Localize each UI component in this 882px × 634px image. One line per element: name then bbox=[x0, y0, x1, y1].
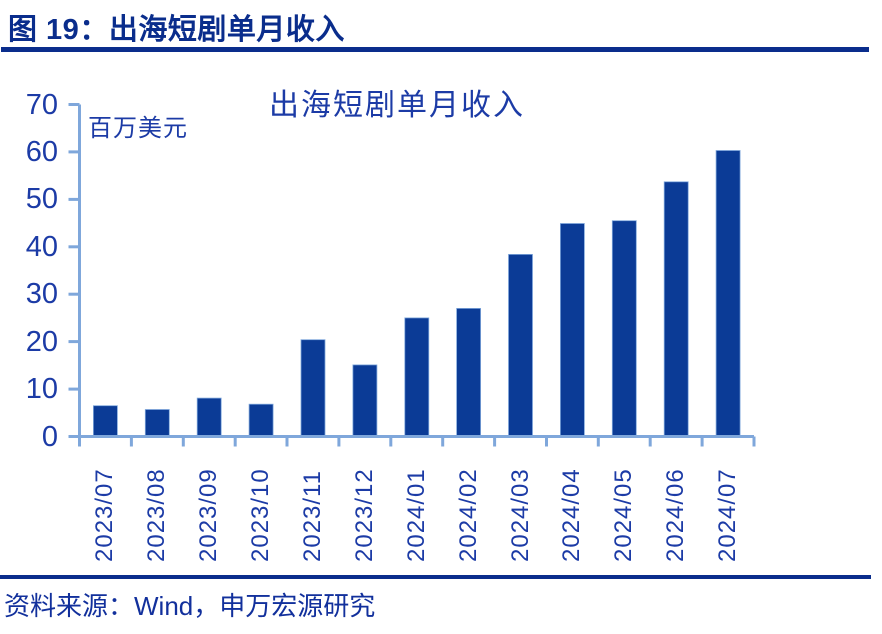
y-axis-unit-label: 百万美元 bbox=[88, 115, 188, 142]
y-tick-label: 70 bbox=[25, 88, 58, 121]
x-tick-label: 2024/01 bbox=[402, 468, 430, 562]
x-tick-label: 2024/05 bbox=[610, 468, 638, 562]
x-tick-label: 2024/02 bbox=[454, 468, 482, 562]
bar bbox=[663, 181, 689, 437]
x-tick-label: 2024/06 bbox=[662, 468, 690, 562]
bar bbox=[715, 150, 741, 437]
bar bbox=[560, 223, 585, 437]
x-tick-label: 2023/12 bbox=[350, 468, 378, 562]
bar bbox=[404, 317, 430, 437]
x-tick-label: 2023/11 bbox=[298, 470, 326, 562]
x-tick-label: 2023/07 bbox=[91, 468, 119, 562]
bar bbox=[508, 253, 533, 437]
bar bbox=[611, 220, 637, 437]
x-tick-label: 2023/09 bbox=[195, 468, 223, 562]
bar bbox=[352, 364, 378, 437]
y-tick-label: 60 bbox=[25, 135, 58, 168]
footer-divider bbox=[0, 575, 871, 579]
x-tick-label: 2024/03 bbox=[506, 468, 534, 562]
y-tick-label: 30 bbox=[25, 278, 58, 311]
bar bbox=[456, 307, 482, 437]
header-divider bbox=[1, 47, 869, 52]
y-tick-label: 20 bbox=[25, 325, 58, 358]
x-tick-label: 2024/07 bbox=[714, 468, 742, 562]
bar bbox=[300, 339, 326, 437]
x-tick-label: 2024/04 bbox=[558, 468, 586, 562]
y-tick-label: 50 bbox=[25, 183, 58, 216]
y-tick-label: 10 bbox=[25, 373, 58, 406]
y-tick-label: 0 bbox=[41, 420, 58, 453]
chart-title: 出海短剧单月收入 bbox=[269, 89, 525, 122]
bar bbox=[93, 405, 118, 437]
x-tick-label: 2023/10 bbox=[247, 468, 275, 562]
source-note: 资料来源：Wind，申万宏源研究 bbox=[4, 591, 376, 621]
y-tick-label: 40 bbox=[25, 230, 58, 263]
bar bbox=[248, 403, 274, 437]
bar bbox=[196, 397, 222, 437]
x-tick-label: 2023/08 bbox=[143, 468, 171, 562]
figure-title: 图 19：出海短剧单月收入 bbox=[8, 14, 345, 46]
bar bbox=[144, 409, 170, 437]
